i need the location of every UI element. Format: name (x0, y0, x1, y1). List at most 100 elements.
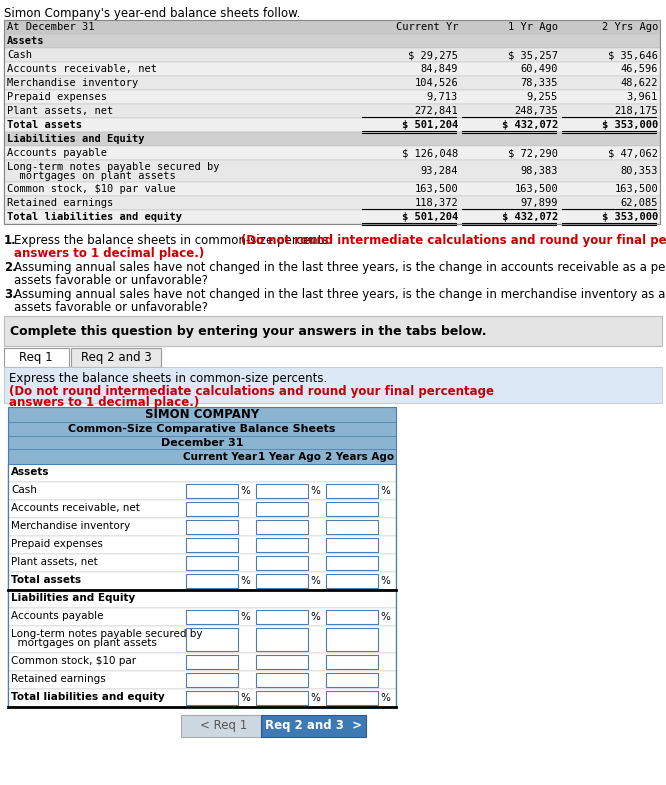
Text: %: % (380, 486, 390, 496)
Text: Plant assets, net: Plant assets, net (11, 557, 98, 567)
Bar (4, 160, 660, 182)
Bar (4, 20, 660, 224)
Text: $ 501,204: $ 501,204 (402, 120, 458, 130)
Bar (4, 20, 660, 34)
Text: Cash: Cash (11, 485, 37, 495)
Bar (8, 436, 396, 449)
Text: 1 Year Ago: 1 Year Ago (258, 451, 322, 462)
Bar (326, 538, 378, 552)
Text: Current Yr: Current Yr (396, 22, 458, 32)
Bar (186, 655, 238, 669)
Text: 78,335: 78,335 (521, 78, 558, 88)
Bar (4, 367, 662, 403)
Bar (4, 90, 660, 104)
Bar (4, 104, 660, 118)
Bar (8, 653, 396, 671)
Bar (326, 484, 378, 498)
Text: Prepaid expenses: Prepaid expenses (11, 539, 103, 549)
Text: 163,500: 163,500 (614, 184, 658, 194)
Text: $ 432,072: $ 432,072 (501, 120, 558, 130)
Text: $ 47,062: $ 47,062 (608, 148, 658, 158)
Bar (256, 691, 308, 705)
Text: Assuming annual sales have not changed in the last three years, is the change in: Assuming annual sales have not changed i… (14, 261, 666, 274)
Text: December 31: December 31 (161, 437, 243, 447)
Bar (8, 422, 396, 436)
Text: %: % (240, 576, 250, 586)
Text: 2 Yrs Ago: 2 Yrs Ago (602, 22, 658, 32)
Bar (8, 500, 396, 518)
Text: %: % (380, 693, 390, 703)
Text: answers to 1 decimal place.): answers to 1 decimal place.) (14, 247, 204, 260)
Text: Req 2 and 3  >: Req 2 and 3 > (265, 720, 362, 732)
Bar (8, 572, 396, 590)
Text: 2.: 2. (4, 261, 17, 274)
Text: Assuming annual sales have not changed in the last three years, is the change in: Assuming annual sales have not changed i… (14, 288, 666, 301)
Text: Total assets: Total assets (11, 575, 81, 585)
Text: 1 Yr Ago: 1 Yr Ago (508, 22, 558, 32)
Bar (4, 34, 660, 48)
Text: Accounts receivable, net: Accounts receivable, net (7, 64, 157, 74)
Text: 98,383: 98,383 (521, 166, 558, 176)
Text: Accounts payable: Accounts payable (11, 611, 103, 621)
Text: answers to 1 decimal place.): answers to 1 decimal place.) (9, 396, 199, 409)
Bar (4, 348, 69, 367)
Bar (326, 691, 378, 705)
Text: 3,961: 3,961 (627, 92, 658, 102)
Text: 93,284: 93,284 (420, 166, 458, 176)
Text: Plant assets, net: Plant assets, net (7, 106, 113, 116)
Text: mortgages on plant assets: mortgages on plant assets (11, 638, 157, 648)
Text: %: % (240, 612, 250, 622)
Text: Long-term notes payable secured by: Long-term notes payable secured by (11, 629, 202, 639)
Text: Merchandise inventory: Merchandise inventory (7, 78, 139, 88)
Text: %: % (380, 576, 390, 586)
Bar (186, 502, 238, 516)
Bar (256, 655, 308, 669)
Text: $ 353,000: $ 353,000 (602, 120, 658, 130)
Text: %: % (240, 693, 250, 703)
Bar (326, 574, 378, 588)
Text: Retained earnings: Retained earnings (7, 198, 113, 208)
Text: $ 35,646: $ 35,646 (608, 50, 658, 60)
Bar (186, 538, 238, 552)
Text: Req 2 and 3: Req 2 and 3 (81, 351, 151, 364)
Bar (8, 671, 396, 689)
Bar (8, 407, 396, 422)
Text: %: % (240, 486, 250, 496)
Text: Common-Size Comparative Balance Sheets: Common-Size Comparative Balance Sheets (69, 424, 336, 434)
Text: 60,490: 60,490 (521, 64, 558, 74)
Text: Liabilities and Equity: Liabilities and Equity (7, 134, 145, 144)
Bar (326, 610, 378, 624)
Bar (186, 574, 238, 588)
Text: $ 353,000: $ 353,000 (602, 212, 658, 222)
Text: 163,500: 163,500 (514, 184, 558, 194)
Text: %: % (310, 486, 320, 496)
Text: Express the balance sheets in common-size percents.: Express the balance sheets in common-siz… (14, 234, 336, 247)
Bar (256, 556, 308, 570)
Text: $ 35,257: $ 35,257 (508, 50, 558, 60)
Bar (256, 610, 308, 624)
Text: 218,175: 218,175 (614, 106, 658, 116)
Bar (256, 520, 308, 534)
Text: Express the balance sheets in common-size percents.: Express the balance sheets in common-siz… (9, 372, 327, 385)
Bar (8, 464, 396, 707)
Bar (261, 715, 366, 737)
Text: $ 29,275: $ 29,275 (408, 50, 458, 60)
Bar (4, 316, 662, 346)
Text: (Do not round intermediate calculations and round your final percentage: (Do not round intermediate calculations … (14, 234, 666, 247)
Text: At December 31: At December 31 (7, 22, 95, 32)
Text: assets favorable or unfavorable?: assets favorable or unfavorable? (14, 274, 208, 287)
Bar (256, 484, 308, 498)
Bar (186, 628, 238, 651)
Text: < Req 1: < Req 1 (200, 720, 247, 732)
Bar (4, 48, 660, 62)
Text: %: % (310, 612, 320, 622)
Bar (256, 538, 308, 552)
Text: Merchandise inventory: Merchandise inventory (11, 521, 131, 531)
Text: 1.: 1. (4, 234, 17, 247)
Bar (326, 655, 378, 669)
Text: %: % (310, 693, 320, 703)
Bar (8, 608, 396, 626)
Bar (4, 62, 660, 76)
Text: %: % (310, 576, 320, 586)
Bar (4, 196, 660, 210)
